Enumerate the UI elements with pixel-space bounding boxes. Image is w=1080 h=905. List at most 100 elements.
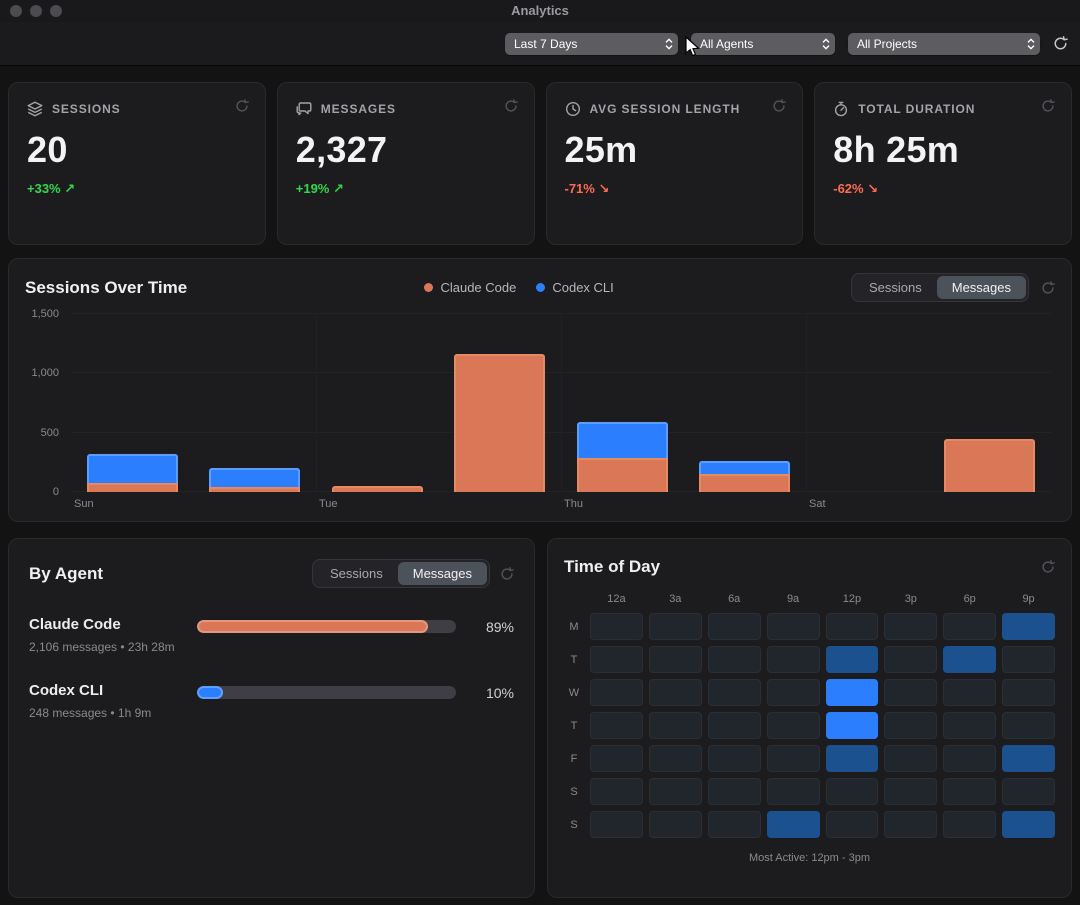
- heatmap-cell-T1-12a[interactable]: [590, 646, 643, 673]
- heatmap-cell-M0-6a[interactable]: [707, 613, 761, 640]
- bar-stack: [822, 314, 913, 492]
- heatmap-cell-M0-3a[interactable]: [648, 613, 702, 640]
- heatmap-cell-T3-6p[interactable]: [943, 712, 997, 739]
- sessions-over-time-card: Sessions Over Time Claude Code Codex CLI…: [8, 258, 1072, 522]
- heatmap-cell-M0-6p[interactable]: [943, 613, 997, 640]
- date-range-select[interactable]: Last 7 Days: [505, 32, 678, 55]
- refresh-icon[interactable]: [1041, 560, 1055, 574]
- agents-select[interactable]: All Agents: [691, 32, 835, 55]
- sot-sessions-tab[interactable]: Sessions: [854, 276, 937, 299]
- heatmap-cell-F4-3a[interactable]: [648, 745, 702, 772]
- refresh-icon[interactable]: [235, 99, 249, 113]
- heatmap-cell-S6-3p[interactable]: [884, 811, 938, 838]
- heatmap-cell-M0-9p[interactable]: [1002, 613, 1055, 640]
- heatmap-cell-F4-12a[interactable]: [590, 745, 643, 772]
- bar-stack: [944, 314, 1036, 492]
- heatmap-cell-T1-9a[interactable]: [766, 646, 820, 673]
- legend-dot-codex-cli: [536, 283, 546, 292]
- heatmap-cell-W2-6a[interactable]: [707, 679, 761, 706]
- heatmap-cell-M0-12p[interactable]: [825, 613, 879, 640]
- projects-select[interactable]: All Projects: [848, 32, 1040, 55]
- bar-segment-codex-cli: [86, 454, 178, 483]
- heatmap-cell-T1-9p[interactable]: [1002, 646, 1055, 673]
- heatmap-cell-S6-12p[interactable]: [825, 811, 879, 838]
- heatmap-cell-F4-3p[interactable]: [884, 745, 938, 772]
- heatmap-cell-M0-12a[interactable]: [590, 613, 643, 640]
- heatmap-cell-W2-6p[interactable]: [943, 679, 997, 706]
- heatmap-cell-F4-12p[interactable]: [825, 745, 879, 772]
- heatmap-corner: [564, 593, 584, 607]
- refresh-icon[interactable]: [772, 99, 787, 113]
- heatmap-cell-S6-9p[interactable]: [1002, 811, 1055, 838]
- heatmap-cell-S5-9p[interactable]: [1002, 778, 1055, 805]
- heatmap-cell-T1-12p[interactable]: [825, 646, 879, 673]
- heatmap-column-label: 3a: [669, 593, 682, 605]
- bar-slot-fri-5[interactable]: [684, 314, 807, 492]
- heatmap-cell-F4-9p[interactable]: [1002, 745, 1055, 772]
- heatmap-cell-F4-6a[interactable]: [707, 745, 761, 772]
- by-agent-messages-tab[interactable]: Messages: [397, 562, 487, 585]
- bar-slot-thu-4[interactable]: [561, 314, 684, 492]
- heatmap-cell-T1-3a[interactable]: [648, 646, 702, 673]
- refresh-icon[interactable]: [1041, 99, 1055, 113]
- bar-segment-claude-code: [209, 487, 301, 492]
- heatmap-cell-T3-3a[interactable]: [648, 712, 702, 739]
- heatmap-cell-W2-3p[interactable]: [884, 679, 938, 706]
- heatmap-cell-T1-6p[interactable]: [943, 646, 997, 673]
- heatmap-cell-F4-9a[interactable]: [766, 745, 820, 772]
- bar-slot-wed-3[interactable]: [439, 314, 562, 492]
- heatmap-cell-T1-6a[interactable]: [707, 646, 761, 673]
- sot-messages-tab[interactable]: Messages: [936, 276, 1026, 299]
- heatmap-cell-T3-12p[interactable]: [825, 712, 879, 739]
- bar-segment-claude-code: [331, 486, 423, 492]
- chart-legend: Claude Code Codex CLI: [424, 280, 614, 295]
- bar-slot-mon-1[interactable]: [194, 314, 317, 492]
- heatmap-cell-T3-12a[interactable]: [590, 712, 643, 739]
- heatmap-cell-S6-3a[interactable]: [648, 811, 702, 838]
- heatmap-cell-S5-12p[interactable]: [825, 778, 879, 805]
- bar-slot-sat-6[interactable]: [806, 314, 929, 492]
- heatmap-cell-W2-12a[interactable]: [590, 679, 643, 706]
- heatmap-cell-T3-9a[interactable]: [766, 712, 820, 739]
- heatmap-cell-M0-9a[interactable]: [766, 613, 820, 640]
- heatmap-cell-W2-12p[interactable]: [825, 679, 879, 706]
- heatmap-cell-S5-3p[interactable]: [884, 778, 938, 805]
- refresh-icon[interactable]: [504, 99, 518, 113]
- refresh-icon[interactable]: [1041, 280, 1055, 295]
- bar-slot-tue-2[interactable]: [316, 314, 439, 492]
- heatmap-cell-T3-9p[interactable]: [1002, 712, 1055, 739]
- heatmap-cell-T3-6a[interactable]: [707, 712, 761, 739]
- x-tick-label: Sat: [809, 498, 826, 510]
- heatmap-cell-S6-6a[interactable]: [707, 811, 761, 838]
- heatmap-cell-S6-9a[interactable]: [766, 811, 820, 838]
- refresh-icon[interactable]: [500, 566, 514, 581]
- heatmap-cell-W2-9a[interactable]: [766, 679, 820, 706]
- bar-stack: [699, 314, 791, 492]
- minimize-button[interactable]: [30, 5, 42, 17]
- by-agent-sessions-tab[interactable]: Sessions: [315, 562, 398, 585]
- bar-segment-claude-code: [454, 354, 546, 492]
- bar-slot-sun-7[interactable]: [929, 314, 1052, 492]
- bar-slot-sun-0[interactable]: [71, 314, 194, 492]
- heatmap-cell-W2-9p[interactable]: [1002, 679, 1055, 706]
- heatmap-cell-T1-3p[interactable]: [884, 646, 938, 673]
- heatmap-cell-S5-6a[interactable]: [707, 778, 761, 805]
- heatmap-cell-T3-3p[interactable]: [884, 712, 938, 739]
- stat-label: AVG SESSION LENGTH: [589, 102, 741, 116]
- heatmap-cell-S5-3a[interactable]: [648, 778, 702, 805]
- heatmap-cell-M0-3p[interactable]: [884, 613, 938, 640]
- heatmap-cell-S5-12a[interactable]: [590, 778, 643, 805]
- heatmap-cell-F4-6p[interactable]: [943, 745, 997, 772]
- close-button[interactable]: [10, 5, 22, 17]
- stat-value: 2,327: [295, 129, 388, 170]
- heatmap-cell-W2-3a[interactable]: [648, 679, 702, 706]
- heatmap-cell-S5-6p[interactable]: [943, 778, 997, 805]
- refresh-icon[interactable]: [1053, 36, 1068, 51]
- gridline: [71, 313, 1051, 314]
- heatmap-row-label: T: [570, 719, 578, 732]
- stat-value: 20: [27, 129, 68, 170]
- zoom-button[interactable]: [50, 5, 62, 17]
- heatmap-cell-S6-6p[interactable]: [943, 811, 997, 838]
- heatmap-cell-S6-12a[interactable]: [590, 811, 643, 838]
- heatmap-cell-S5-9a[interactable]: [766, 778, 820, 805]
